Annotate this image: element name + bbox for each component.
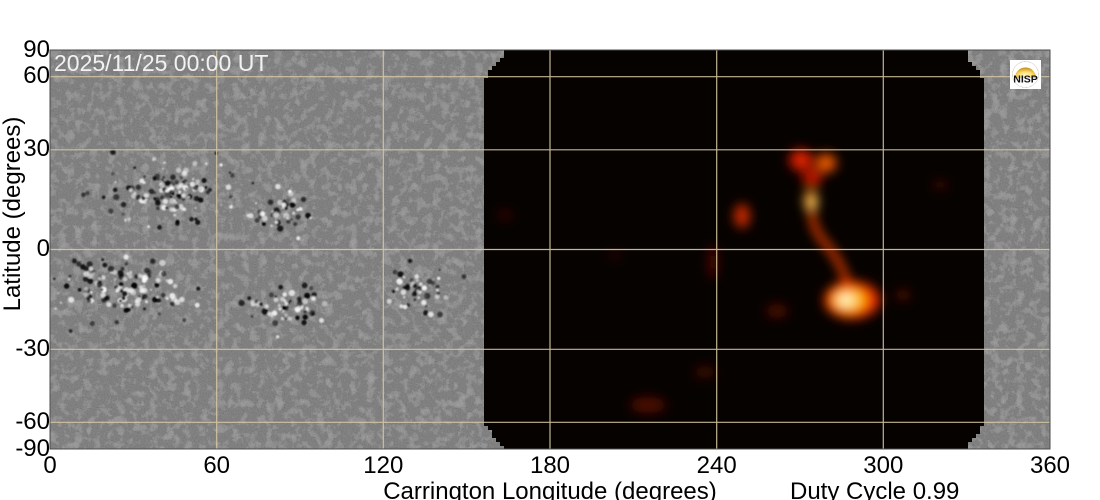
svg-text:NISP: NISP <box>1013 74 1038 86</box>
